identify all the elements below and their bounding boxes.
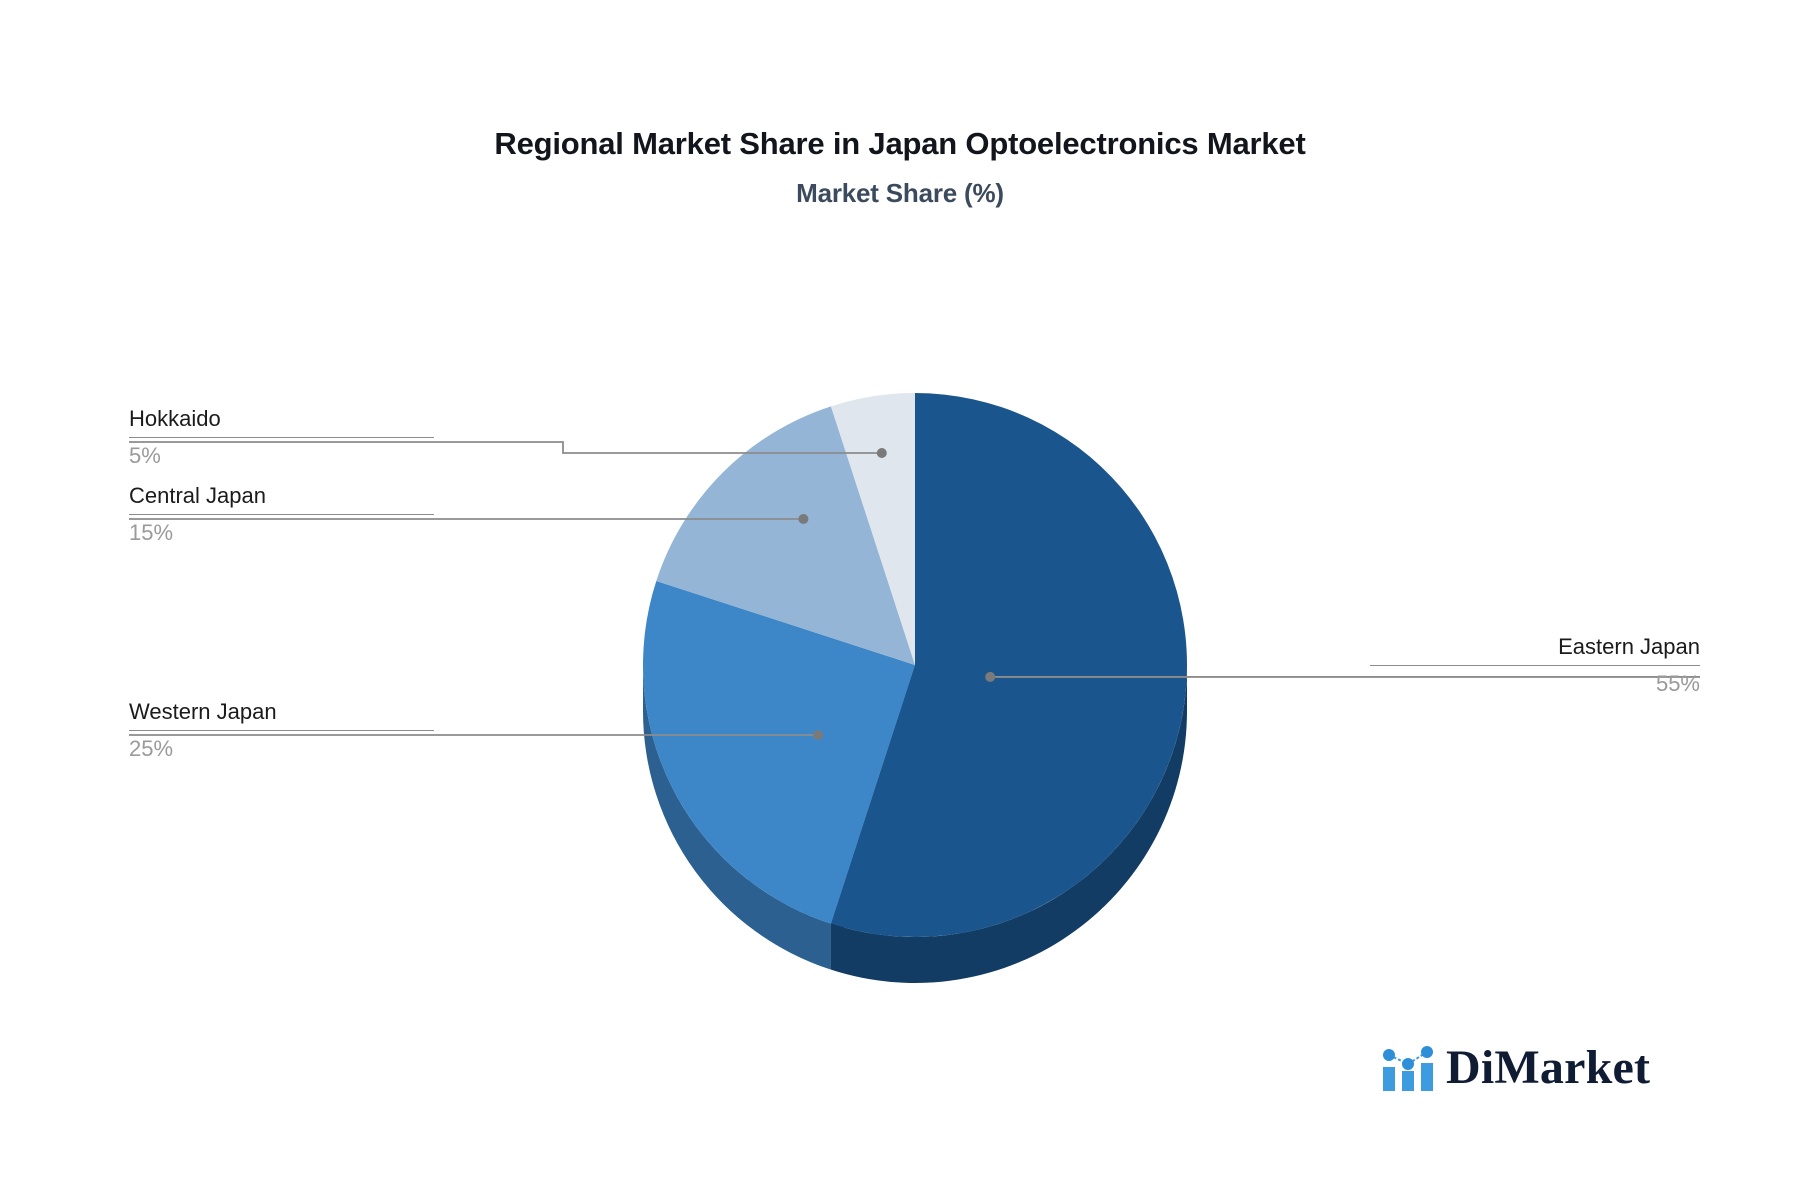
pie-slice-western-japan[interactable] — [643, 580, 915, 924]
leader-dot — [876, 448, 887, 458]
pie-slice-hokkaido[interactable] — [830, 393, 915, 665]
pie-slice-central-japan[interactable] — [656, 406, 915, 665]
bar-chart-dots-icon — [1383, 1046, 1433, 1091]
callout-western-japan-value: 25% — [129, 735, 174, 761]
callout-western-japan-label: Western Japan — [129, 699, 277, 724]
callout-central-japan[interactable]: Central Japan 15% — [129, 482, 434, 547]
callout-central-japan-rule — [129, 513, 434, 515]
pie-top-faces — [643, 393, 1187, 937]
dimarket-logo: DiMarket — [1380, 1043, 1650, 1093]
pie-side-western-japan — [643, 665, 831, 970]
callout-hokkaido-value: 5% — [129, 442, 161, 468]
pie-side-eastern-japan — [830, 665, 1187, 984]
callout-eastern-japan-value: 55% — [1655, 670, 1700, 696]
callout-central-japan-label: Central Japan — [129, 483, 266, 508]
leader-dot — [798, 514, 809, 524]
callout-western-japan-rule — [129, 729, 434, 731]
callout-eastern-japan-rule — [1370, 664, 1700, 666]
callout-hokkaido-label: Hokkaido — [129, 406, 221, 431]
callout-hokkaido[interactable]: Hokkaido 5% — [129, 405, 434, 470]
callout-eastern-japan-label: Eastern Japan — [1558, 634, 1700, 659]
callout-eastern-japan[interactable]: Eastern Japan 55% — [1370, 633, 1700, 698]
dimarket-logo-text: DiMarket — [1446, 1041, 1651, 1094]
leader-lines — [129, 441, 1700, 740]
leader-dot — [813, 730, 824, 740]
callout-hokkaido-rule — [129, 436, 434, 438]
pie-slice-eastern-japan[interactable] — [830, 393, 1187, 937]
leader-dot — [985, 671, 996, 682]
leader-line — [129, 441, 882, 454]
callout-central-japan-value: 15% — [129, 519, 174, 545]
callout-western-japan[interactable]: Western Japan 25% — [129, 698, 434, 763]
